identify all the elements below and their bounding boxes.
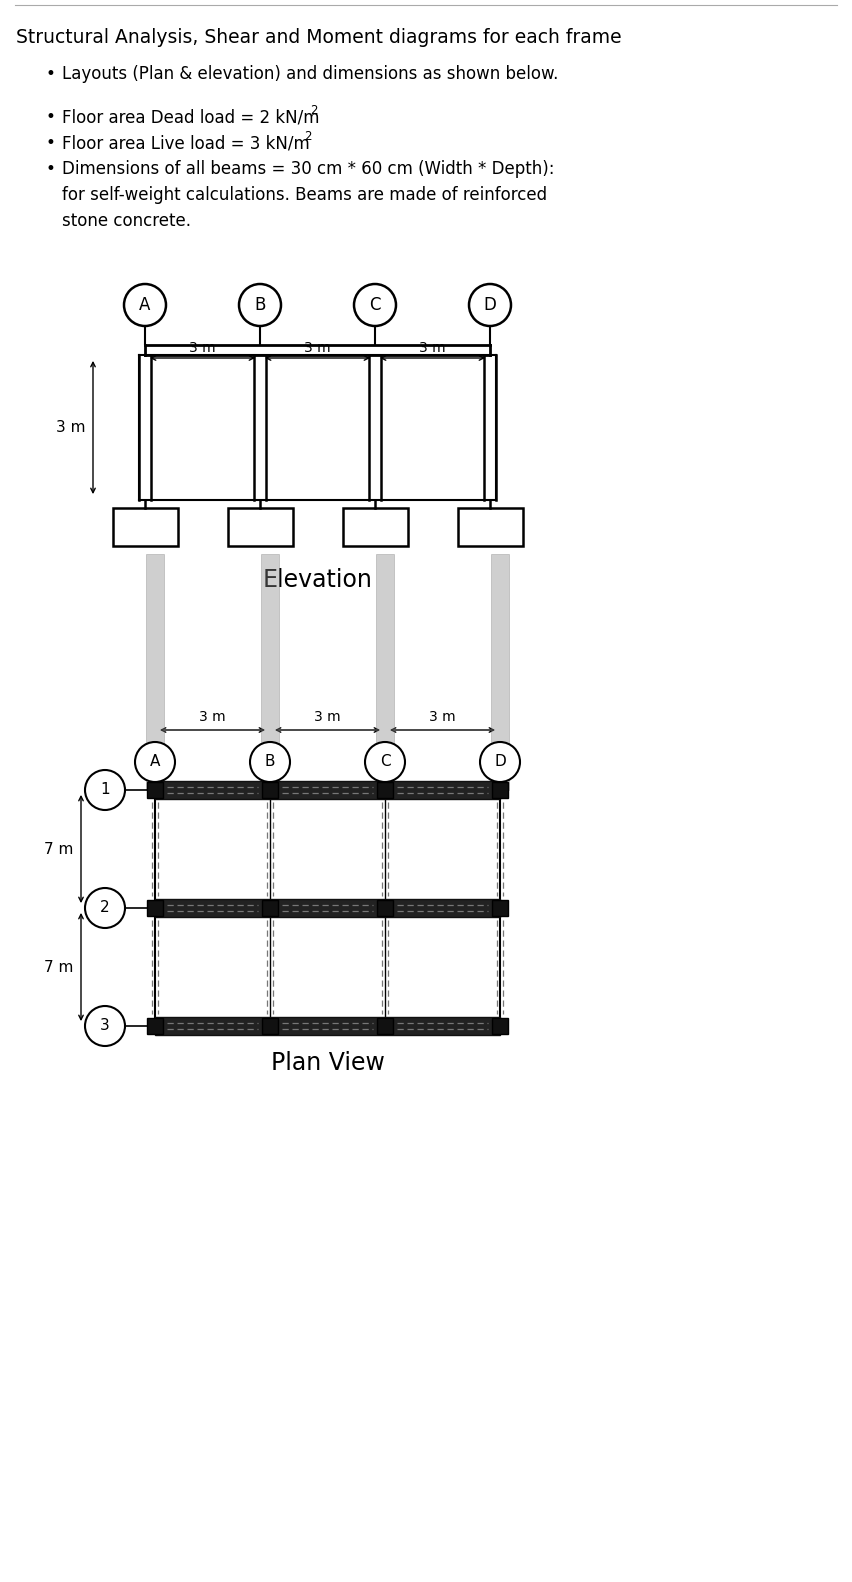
Text: A: A bbox=[140, 296, 151, 313]
Bar bbox=[343, 508, 407, 546]
Text: C: C bbox=[369, 296, 381, 313]
Text: 3 m: 3 m bbox=[189, 342, 216, 354]
Text: B: B bbox=[265, 755, 275, 769]
Bar bbox=[492, 900, 508, 916]
Text: 2: 2 bbox=[310, 104, 318, 117]
Bar bbox=[492, 782, 508, 797]
Text: 2: 2 bbox=[101, 900, 110, 916]
Circle shape bbox=[85, 770, 125, 810]
Bar bbox=[261, 554, 279, 789]
Circle shape bbox=[480, 742, 520, 782]
Text: D: D bbox=[484, 296, 497, 313]
Text: Structural Analysis, Shear and Moment diagrams for each frame: Structural Analysis, Shear and Moment di… bbox=[16, 28, 622, 47]
Bar bbox=[155, 782, 500, 799]
Text: for self-weight calculations. Beams are made of reinforced: for self-weight calculations. Beams are … bbox=[62, 187, 547, 204]
Bar bbox=[262, 900, 278, 916]
Circle shape bbox=[85, 1006, 125, 1046]
Circle shape bbox=[239, 285, 281, 326]
Bar bbox=[155, 1017, 500, 1035]
Bar bbox=[458, 508, 522, 546]
Text: 3 m: 3 m bbox=[314, 710, 341, 725]
Bar bbox=[155, 899, 500, 918]
Circle shape bbox=[135, 742, 175, 782]
Text: •: • bbox=[45, 65, 55, 82]
Text: 3 m: 3 m bbox=[304, 342, 331, 354]
Text: 3 m: 3 m bbox=[55, 419, 85, 435]
Bar bbox=[146, 554, 164, 789]
Text: 3 m: 3 m bbox=[419, 342, 446, 354]
Text: 2: 2 bbox=[304, 130, 312, 142]
Circle shape bbox=[85, 888, 125, 929]
Text: Floor area Live load = 3 kN/m: Floor area Live load = 3 kN/m bbox=[62, 134, 310, 152]
Bar bbox=[262, 1017, 278, 1035]
Text: 3: 3 bbox=[101, 1019, 110, 1033]
Bar bbox=[491, 554, 509, 789]
Text: 3 m: 3 m bbox=[429, 710, 456, 725]
Bar bbox=[262, 782, 278, 797]
Text: Dimensions of all beams = 30 cm * 60 cm (Width * Depth):: Dimensions of all beams = 30 cm * 60 cm … bbox=[62, 160, 555, 179]
Circle shape bbox=[354, 285, 396, 326]
Text: D: D bbox=[494, 755, 506, 769]
Text: Layouts (Plan & elevation) and dimensions as shown below.: Layouts (Plan & elevation) and dimension… bbox=[62, 65, 558, 82]
Text: •: • bbox=[45, 160, 55, 179]
Text: Plan View: Plan View bbox=[271, 1050, 384, 1076]
Text: 7 m: 7 m bbox=[43, 842, 73, 856]
Text: A: A bbox=[150, 755, 160, 769]
Circle shape bbox=[469, 285, 511, 326]
Text: 1: 1 bbox=[101, 783, 110, 797]
Bar bbox=[227, 508, 292, 546]
Circle shape bbox=[250, 742, 290, 782]
Bar bbox=[147, 1017, 163, 1035]
Text: 7 m: 7 m bbox=[43, 960, 73, 975]
Text: Elevation: Elevation bbox=[262, 568, 372, 592]
Bar bbox=[377, 782, 393, 797]
Bar bbox=[147, 782, 163, 797]
Bar bbox=[377, 900, 393, 916]
Bar bbox=[112, 508, 177, 546]
Bar bbox=[492, 1017, 508, 1035]
Circle shape bbox=[124, 285, 166, 326]
Text: •: • bbox=[45, 108, 55, 127]
Text: Floor area Dead load = 2 kN/m: Floor area Dead load = 2 kN/m bbox=[62, 108, 320, 127]
Circle shape bbox=[365, 742, 405, 782]
Text: stone concrete.: stone concrete. bbox=[62, 212, 191, 229]
Bar bbox=[376, 554, 394, 789]
Text: 3 m: 3 m bbox=[199, 710, 226, 725]
Bar bbox=[147, 900, 163, 916]
Text: C: C bbox=[380, 755, 390, 769]
Text: B: B bbox=[254, 296, 266, 313]
Bar bbox=[377, 1017, 393, 1035]
Text: •: • bbox=[45, 134, 55, 152]
